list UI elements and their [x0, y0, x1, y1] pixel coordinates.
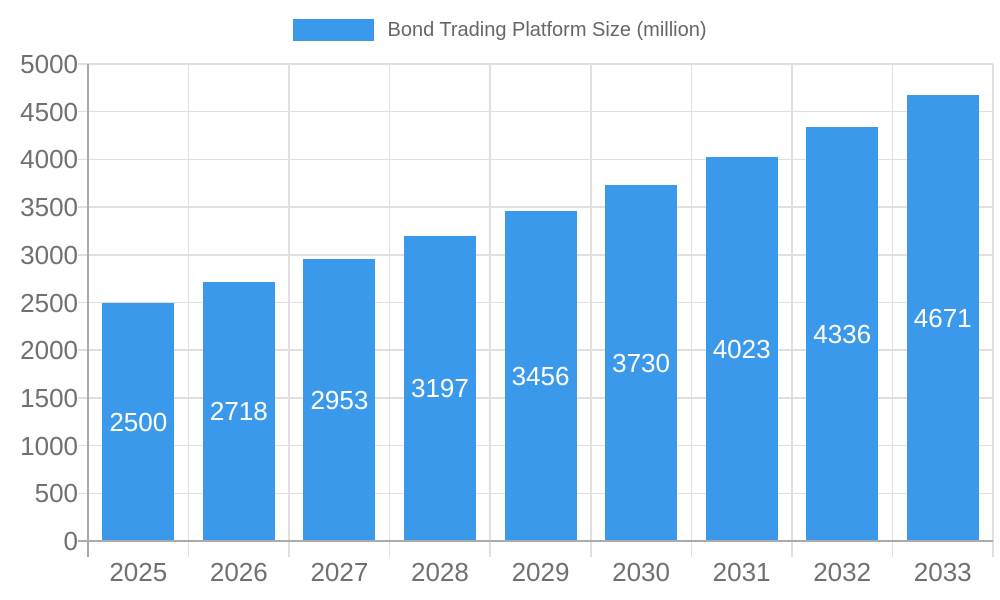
x-tick-label: 2029: [511, 557, 570, 587]
gridline-v: [187, 64, 190, 557]
gridline-v: [992, 64, 994, 557]
gridline-v: [489, 64, 491, 557]
gridline-v: [690, 64, 693, 557]
bar-value-label: 2953: [310, 385, 369, 416]
x-tick-label: 2032: [813, 557, 872, 587]
bar-value-label: 4023: [712, 334, 771, 365]
bar-value-label: 3197: [411, 373, 469, 404]
bar-value-label: 3730: [612, 348, 670, 379]
bar-value-label: 4336: [813, 319, 872, 350]
bar-2025: 2500: [102, 302, 175, 541]
gridline-v: [791, 64, 793, 557]
gridline-v: [288, 64, 290, 557]
bar-value-label: 2718: [209, 396, 268, 427]
x-tick-label: 2033: [913, 557, 972, 587]
bar-2028: 3197: [403, 236, 476, 541]
bar-2031: 4023: [705, 157, 778, 541]
x-tick-label: 2026: [209, 557, 268, 587]
bar-2032: 4336: [806, 127, 879, 541]
y-tick-label: 1000: [20, 430, 78, 461]
y-tick-label: 0: [63, 526, 78, 556]
x-tick-label: 2025: [109, 557, 168, 587]
gridline-h: [78, 206, 993, 208]
bar-value-label: 3456: [511, 361, 570, 392]
bar-2027: 2953: [303, 259, 376, 541]
legend-swatch-icon: [293, 19, 375, 41]
y-tick-label: 1500: [20, 382, 78, 413]
x-axis-line: [78, 540, 993, 542]
y-axis-line: [87, 64, 89, 557]
x-tick-label: 2031: [712, 557, 771, 587]
bar-value-label: 4671: [913, 303, 972, 334]
gridline-h: [78, 110, 993, 113]
x-tick-label: 2030: [612, 557, 670, 587]
legend[interactable]: Bond Trading Platform Size (million): [0, 19, 1000, 41]
legend-label: Bond Trading Platform Size (million): [387, 19, 707, 41]
x-tick-label: 2027: [310, 557, 369, 587]
bar-2033: 4671: [906, 95, 979, 541]
y-tick-label: 4000: [20, 144, 78, 175]
gridline-v: [891, 64, 894, 557]
y-tick-label: 3000: [20, 239, 78, 270]
y-tick-label: 2000: [20, 335, 78, 366]
gridline-h: [78, 158, 993, 161]
bar-2029: 3456: [504, 211, 577, 541]
bar-2026: 2718: [202, 281, 275, 541]
x-tick-label: 2028: [411, 557, 469, 587]
gridline-v: [590, 64, 592, 557]
y-tick-label: 5000: [20, 49, 78, 79]
plot-area: 0 500 1000 1500 2000 2500 3000 3500 4000 4500 5000…: [20, 50, 994, 586]
y-tick-label: 4500: [20, 96, 78, 127]
y-tick-label: 3500: [20, 192, 78, 223]
bar-2030: 3730: [605, 185, 678, 541]
gridline-h: [78, 63, 993, 65]
y-tick-label: 2500: [20, 287, 78, 318]
gridline-v: [388, 64, 391, 557]
y-tick-label: 500: [34, 478, 78, 509]
bar-value-label: 2500: [109, 406, 168, 437]
